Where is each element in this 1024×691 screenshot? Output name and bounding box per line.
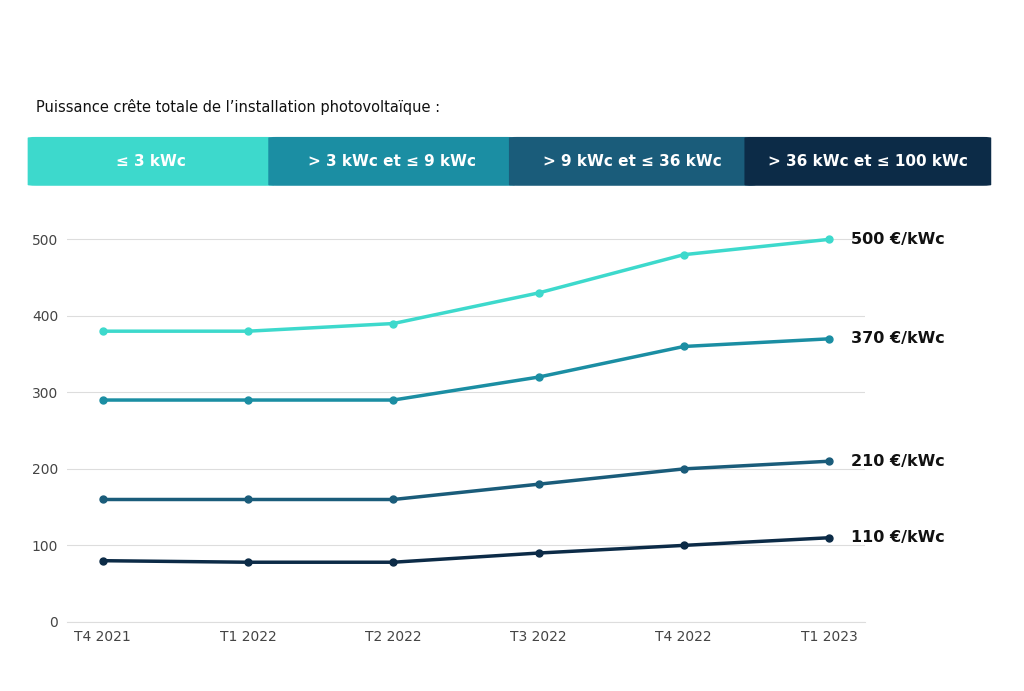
Text: > 36 kWc et ≤ 100 kWc: > 36 kWc et ≤ 100 kWc bbox=[768, 154, 968, 169]
Text: 370 €/kWc: 370 €/kWc bbox=[851, 332, 944, 346]
FancyBboxPatch shape bbox=[268, 137, 515, 186]
Text: > 3 kWc et ≤ 9 kWc: > 3 kWc et ≤ 9 kWc bbox=[307, 154, 476, 169]
FancyBboxPatch shape bbox=[744, 137, 991, 186]
Text: ≤ 3 kWc: ≤ 3 kWc bbox=[116, 154, 186, 169]
FancyBboxPatch shape bbox=[28, 137, 274, 186]
FancyBboxPatch shape bbox=[509, 137, 756, 186]
Text: Données : Commission de régulation de l’énergie / Illustration : Choisir.com: Données : Commission de régulation de l’… bbox=[250, 668, 774, 681]
Text: Puissance crête totale de l’installation photovoltaïque :: Puissance crête totale de l’installation… bbox=[36, 100, 440, 115]
Text: Évolution des primes à l’autoconsommation: Évolution des primes à l’autoconsommatio… bbox=[31, 21, 993, 66]
Text: > 9 kWc et ≤ 36 kWc: > 9 kWc et ≤ 36 kWc bbox=[543, 154, 722, 169]
Text: 210 €/kWc: 210 €/kWc bbox=[851, 454, 944, 468]
Text: 110 €/kWc: 110 €/kWc bbox=[851, 530, 944, 545]
Text: 500 €/kWc: 500 €/kWc bbox=[851, 232, 944, 247]
